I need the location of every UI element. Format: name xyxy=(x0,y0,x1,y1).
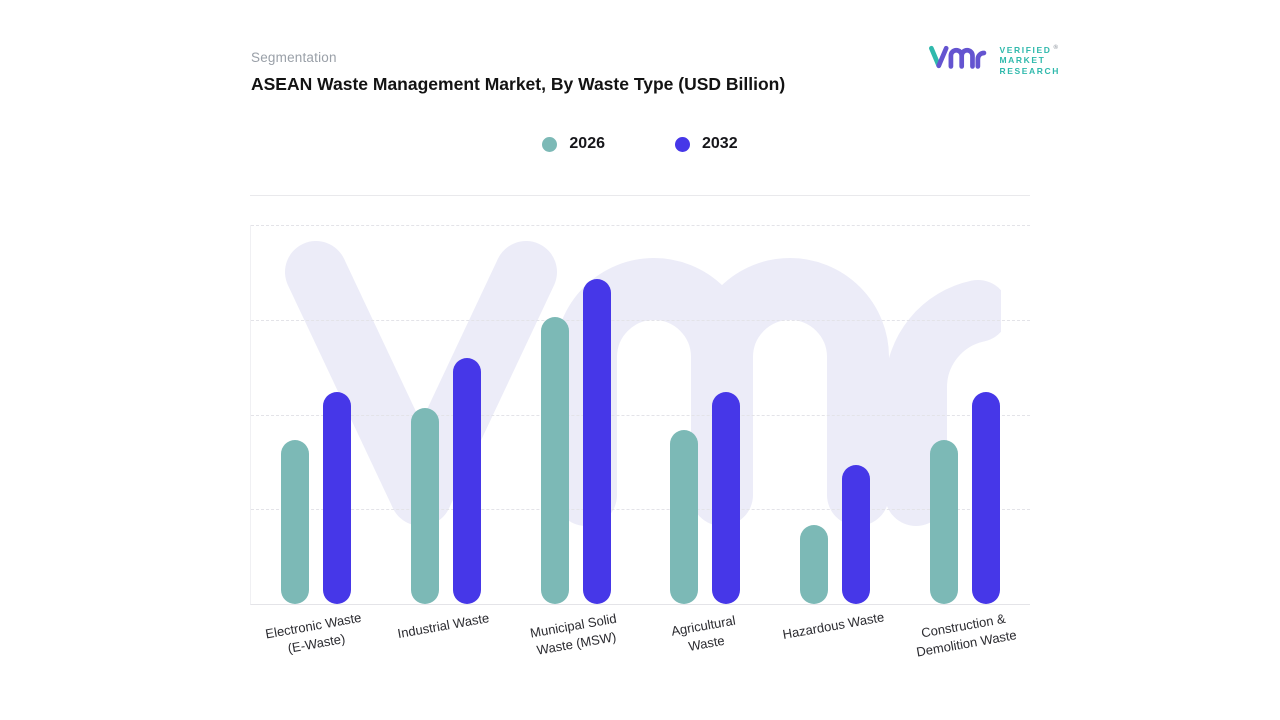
legend-label-2032: 2032 xyxy=(702,135,738,152)
x-axis-label: Industrial Waste xyxy=(396,610,491,642)
x-labels: Electronic Waste (E-Waste) Industrial Was… xyxy=(250,609,1030,659)
chart-header: Segmentation ASEAN Waste Management Mark… xyxy=(251,50,785,95)
bar-2026 xyxy=(540,316,569,604)
legend-divider xyxy=(250,195,1030,196)
x-axis-label: Hazardous Waste xyxy=(781,609,886,642)
vmr-logo: VERIFIED ® MARKET RESEARCH xyxy=(928,36,1060,83)
bar-group xyxy=(511,225,641,604)
bar-group xyxy=(770,225,900,604)
x-axis-label: Electronic Waste (E-Waste) xyxy=(264,609,363,656)
legend-label-2026: 2026 xyxy=(569,135,605,152)
bar-group xyxy=(640,225,770,604)
legend-dot-2032 xyxy=(675,136,690,152)
vmr-logo-text: VERIFIED ® MARKET RESEARCH xyxy=(999,43,1060,76)
bar-2032 xyxy=(842,465,871,604)
bar-2032 xyxy=(712,392,741,604)
gridline xyxy=(251,225,1030,226)
bar-2026 xyxy=(410,408,439,604)
registered-mark: ® xyxy=(1053,44,1060,51)
chart-legend: 2026 2032 xyxy=(250,135,1030,153)
legend-item-2026: 2026 xyxy=(542,135,605,153)
bar-2032 xyxy=(322,392,351,604)
bar-group xyxy=(381,225,511,604)
bar-2026 xyxy=(280,439,309,604)
x-axis-label: Agricultural Waste xyxy=(669,612,737,655)
bar-group xyxy=(251,225,381,604)
bar-2026 xyxy=(930,439,959,604)
page-title: ASEAN Waste Management Market, By Waste … xyxy=(251,74,786,94)
legend-dot-2026 xyxy=(542,136,558,152)
bar-2026 xyxy=(670,430,699,604)
plot xyxy=(250,225,1030,605)
legend-item-2032: 2032 xyxy=(675,135,738,153)
bar-2032 xyxy=(972,392,1001,604)
vmr-logo-icon xyxy=(928,36,990,83)
logo-line-research: RESEARCH xyxy=(999,65,1060,76)
plot-area xyxy=(251,225,1030,604)
logo-line-verified: VERIFIED xyxy=(999,44,1052,55)
segmentation-label: Segmentation xyxy=(251,50,337,65)
logo-line-market: MARKET xyxy=(999,55,1046,66)
bar-2026 xyxy=(800,525,829,604)
x-axis-label: Construction & Demolition Waste xyxy=(915,610,1018,660)
bar-2032 xyxy=(452,357,481,604)
bar-2032 xyxy=(582,278,611,604)
bar-group xyxy=(900,225,1030,604)
x-axis-label: Municipal Solid Waste (MSW) xyxy=(528,610,618,658)
